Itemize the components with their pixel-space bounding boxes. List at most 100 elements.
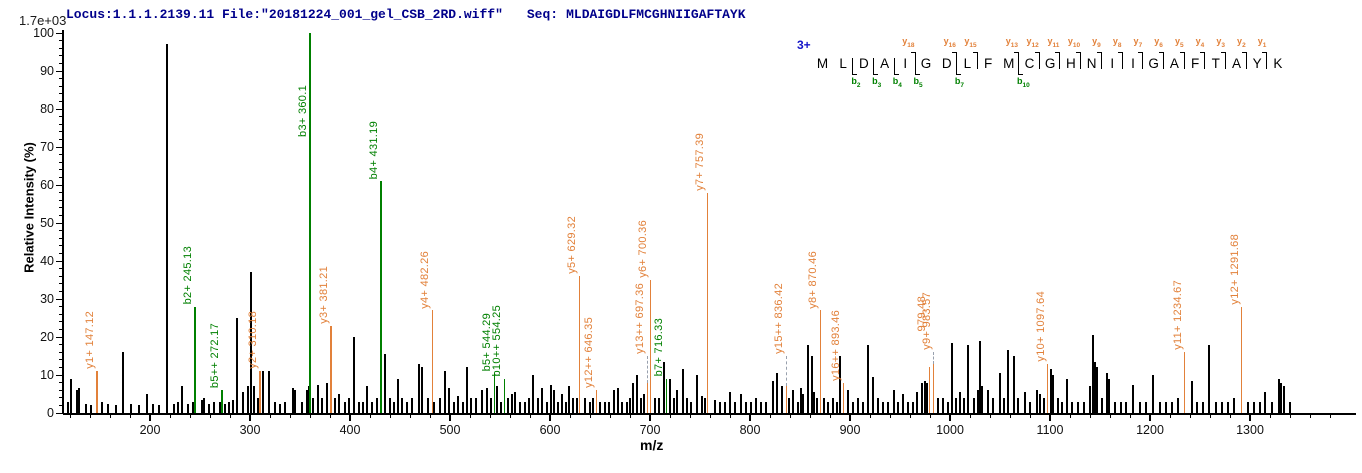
x-minor-tick [189, 414, 191, 418]
x-minor-tick [589, 414, 591, 418]
peak-stick [1152, 375, 1154, 413]
peak-stick [1221, 401, 1223, 413]
peak-stick [321, 397, 323, 413]
x-tick-label: 500 [439, 423, 461, 437]
assigned-peak-stick [96, 371, 98, 413]
peak-stick [524, 401, 526, 413]
peak-label: b10++ 554.25 [491, 305, 504, 377]
y-cleavage-mark [1245, 52, 1247, 69]
b-cleavage-foot [852, 74, 858, 75]
b-ion-label: b10 [1017, 76, 1030, 89]
peak-stick [750, 401, 752, 413]
x-major-tick [649, 414, 651, 421]
x-major-tick [149, 414, 151, 421]
y-tick-label: 90 [40, 64, 54, 78]
y-tick-label: 20 [40, 330, 54, 344]
peak-stick [292, 388, 294, 413]
residue-letter: I [903, 56, 908, 71]
peak-stick [90, 405, 92, 413]
x-minor-tick [1169, 414, 1171, 418]
sequence-text: MLDAIGDLFMCGHNIIGAFTAYK [566, 7, 746, 22]
x-minor-tick [89, 414, 91, 418]
peak-stick [448, 388, 450, 413]
x-minor-tick [669, 414, 671, 418]
y-major-tick [56, 222, 63, 224]
residue-letter: M [1003, 56, 1015, 71]
peak-stick [926, 382, 928, 413]
x-minor-tick [909, 414, 911, 418]
peak-stick [613, 390, 615, 413]
peak-stick [654, 397, 656, 413]
y-minor-tick [59, 344, 63, 346]
peak-label: y13++ 697.36 [634, 283, 647, 354]
x-minor-tick [1029, 414, 1031, 418]
x-axis-title: m/z [640, 437, 664, 453]
y-tick-label: 10 [40, 368, 54, 382]
y-cleavage-foot [1179, 52, 1185, 53]
peak-stick [213, 401, 215, 413]
y-minor-tick [59, 275, 63, 277]
peak-stick [813, 392, 815, 413]
y-cleavage-mark [976, 52, 978, 69]
peak-stick [887, 401, 889, 413]
peak-stick [912, 401, 914, 413]
x-tick-label: 800 [739, 423, 761, 437]
x-major-tick [749, 414, 751, 421]
assigned-peak-stick [431, 310, 433, 413]
peak-stick [1052, 375, 1054, 413]
peak-stick [673, 397, 675, 413]
x-major-tick [1049, 414, 1051, 421]
peak-stick [719, 401, 721, 413]
peak-stick [1278, 378, 1280, 413]
peak-stick [421, 367, 423, 413]
peak-stick [152, 403, 154, 413]
peak-stick [279, 403, 281, 413]
y-tick-label: 30 [40, 292, 54, 306]
peak-label: y3+ 381.21 [318, 265, 331, 324]
b-ion-label: b4 [892, 76, 902, 89]
assigned-peak-stick [578, 276, 581, 413]
peak-label: y4+ 482.26 [419, 250, 432, 309]
peak-stick [636, 375, 638, 413]
x-minor-tick [409, 414, 411, 418]
peak-stick [802, 394, 804, 413]
peak-stick [1120, 401, 1122, 413]
y-cleavage-mark [1059, 52, 1061, 69]
peak-stick [308, 386, 310, 413]
x-minor-tick [629, 414, 631, 418]
peak-stick [1264, 392, 1266, 413]
assigned-peak-stick [380, 181, 382, 413]
x-minor-tick [69, 414, 71, 418]
y-ion-label: y12 [1026, 36, 1039, 49]
peak-stick [617, 388, 619, 413]
peak-stick [1050, 369, 1052, 413]
b-cleavage-mark [914, 58, 916, 75]
residue-letter: G [920, 56, 932, 71]
x-minor-tick [729, 414, 731, 418]
peak-label: b5++ 272.17 [209, 323, 222, 389]
peak-stick [70, 378, 72, 413]
b-cleavage-foot [893, 74, 899, 75]
x-major-tick [249, 414, 251, 421]
peak-label: y12+ 1291.68 [1228, 234, 1241, 305]
peak-stick [676, 390, 678, 413]
peak-stick [839, 356, 841, 413]
residue-letter: C [1024, 56, 1035, 71]
peak-stick [959, 392, 961, 413]
x-minor-tick [929, 414, 931, 418]
peak-stick [823, 397, 825, 413]
assigned-peak-stick [595, 390, 598, 413]
peak-stick [130, 403, 132, 413]
y-cleavage-foot [910, 52, 916, 53]
peak-stick [1092, 335, 1094, 413]
peak-stick [146, 394, 148, 413]
residue-letter: L [963, 56, 972, 71]
peak-stick [872, 376, 874, 413]
peak-stick [312, 397, 314, 413]
y-minor-tick [59, 397, 63, 399]
peak-stick [963, 397, 965, 413]
peak-stick [772, 380, 774, 413]
assigned-peak-stick [819, 310, 822, 413]
peak-stick [219, 401, 221, 413]
peak-stick [1071, 401, 1073, 413]
